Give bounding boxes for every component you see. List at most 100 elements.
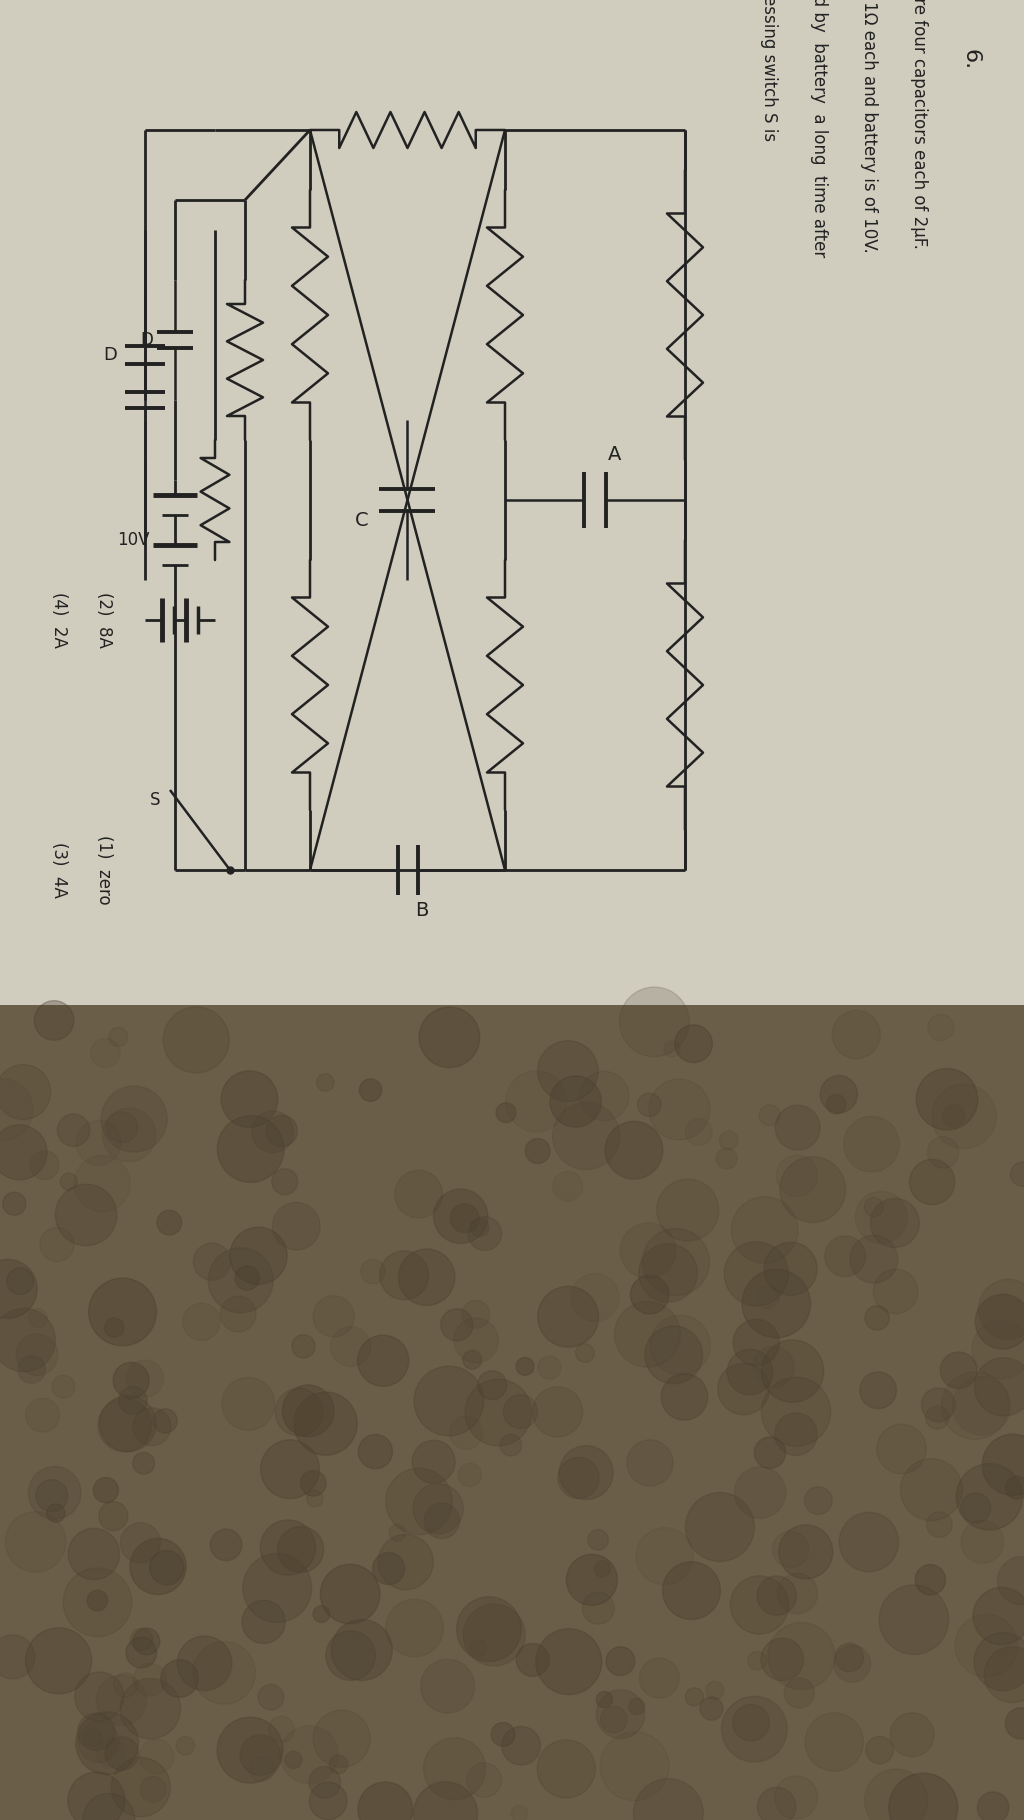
Circle shape <box>942 1105 965 1127</box>
Circle shape <box>7 1269 34 1294</box>
Circle shape <box>984 1647 1024 1704</box>
Circle shape <box>414 1782 477 1820</box>
Circle shape <box>57 1114 90 1147</box>
Circle shape <box>194 1243 230 1279</box>
Circle shape <box>394 1170 442 1218</box>
Circle shape <box>774 1776 817 1818</box>
Circle shape <box>779 1525 833 1580</box>
Circle shape <box>855 1192 907 1243</box>
Bar <box>0 1005 1024 1820</box>
Circle shape <box>250 1756 274 1782</box>
Circle shape <box>96 1738 125 1767</box>
Circle shape <box>332 1620 392 1680</box>
Circle shape <box>272 1203 321 1250</box>
Circle shape <box>30 1150 59 1179</box>
Circle shape <box>242 1600 286 1643</box>
Circle shape <box>217 1718 283 1784</box>
Circle shape <box>956 1463 1023 1531</box>
Circle shape <box>101 1087 167 1152</box>
Circle shape <box>222 1378 274 1431</box>
Circle shape <box>126 1360 164 1398</box>
Circle shape <box>29 1467 81 1520</box>
Circle shape <box>229 1227 287 1285</box>
Circle shape <box>685 1119 713 1145</box>
Circle shape <box>89 1278 157 1345</box>
Circle shape <box>700 1696 723 1720</box>
Circle shape <box>261 1440 319 1498</box>
Circle shape <box>775 1105 820 1150</box>
Circle shape <box>538 1356 561 1380</box>
Circle shape <box>467 1764 502 1798</box>
Circle shape <box>313 1711 371 1767</box>
Circle shape <box>76 1121 121 1165</box>
Circle shape <box>955 1614 1018 1676</box>
Circle shape <box>596 1691 612 1707</box>
Circle shape <box>331 1327 371 1367</box>
Circle shape <box>664 1041 680 1057</box>
Circle shape <box>477 1370 507 1400</box>
Circle shape <box>358 1782 413 1820</box>
Circle shape <box>68 1773 125 1820</box>
Circle shape <box>389 1525 406 1542</box>
Circle shape <box>133 1663 166 1696</box>
Circle shape <box>559 1445 613 1500</box>
Circle shape <box>926 1405 949 1429</box>
Circle shape <box>631 1276 669 1314</box>
Circle shape <box>243 1554 311 1622</box>
Circle shape <box>762 1378 830 1447</box>
Circle shape <box>860 1372 897 1409</box>
Text: (4)  2A: (4) 2A <box>50 592 68 648</box>
Circle shape <box>26 1627 92 1694</box>
Circle shape <box>877 1425 927 1474</box>
Circle shape <box>637 1094 660 1116</box>
Circle shape <box>506 1070 567 1132</box>
Text: 10V: 10V <box>117 531 150 550</box>
Circle shape <box>412 1440 456 1483</box>
Circle shape <box>210 1529 242 1562</box>
Circle shape <box>538 1041 598 1101</box>
Circle shape <box>982 1434 1024 1496</box>
Text: (3)  4A: (3) 4A <box>50 843 68 897</box>
Circle shape <box>500 1434 521 1456</box>
Circle shape <box>864 1198 884 1218</box>
Circle shape <box>111 1758 170 1816</box>
Circle shape <box>900 1460 963 1522</box>
Circle shape <box>768 1623 835 1689</box>
Circle shape <box>294 1392 357 1456</box>
Circle shape <box>733 1705 769 1742</box>
Circle shape <box>414 1367 483 1436</box>
Circle shape <box>719 1130 738 1150</box>
Text: A, B, C and D are four capacitors each of 2μF.: A, B, C and D are four capacitors each o… <box>910 0 928 249</box>
Circle shape <box>358 1434 392 1469</box>
Circle shape <box>940 1352 977 1389</box>
Circle shape <box>718 1363 769 1414</box>
Circle shape <box>63 1567 132 1636</box>
Circle shape <box>685 1687 703 1705</box>
Circle shape <box>915 1565 945 1594</box>
Circle shape <box>307 1491 324 1507</box>
Circle shape <box>99 1396 156 1452</box>
Circle shape <box>458 1463 481 1487</box>
Circle shape <box>468 1216 502 1250</box>
Circle shape <box>105 1736 138 1771</box>
Circle shape <box>978 1279 1024 1340</box>
Circle shape <box>87 1591 108 1611</box>
Text: D: D <box>140 331 154 349</box>
Circle shape <box>313 1605 330 1623</box>
Circle shape <box>104 1318 124 1338</box>
Circle shape <box>864 1769 928 1820</box>
Text: C: C <box>355 510 369 530</box>
Circle shape <box>234 1265 259 1290</box>
Circle shape <box>730 1576 788 1634</box>
Circle shape <box>952 1376 1011 1434</box>
Circle shape <box>463 1603 525 1665</box>
Circle shape <box>413 1483 463 1534</box>
Circle shape <box>656 1179 719 1241</box>
Circle shape <box>130 1538 186 1594</box>
Text: (2)  8A: (2) 8A <box>95 592 113 648</box>
Circle shape <box>880 1585 948 1654</box>
Circle shape <box>627 1440 673 1485</box>
Circle shape <box>313 1296 354 1338</box>
Circle shape <box>742 1269 810 1338</box>
Circle shape <box>316 1074 334 1092</box>
